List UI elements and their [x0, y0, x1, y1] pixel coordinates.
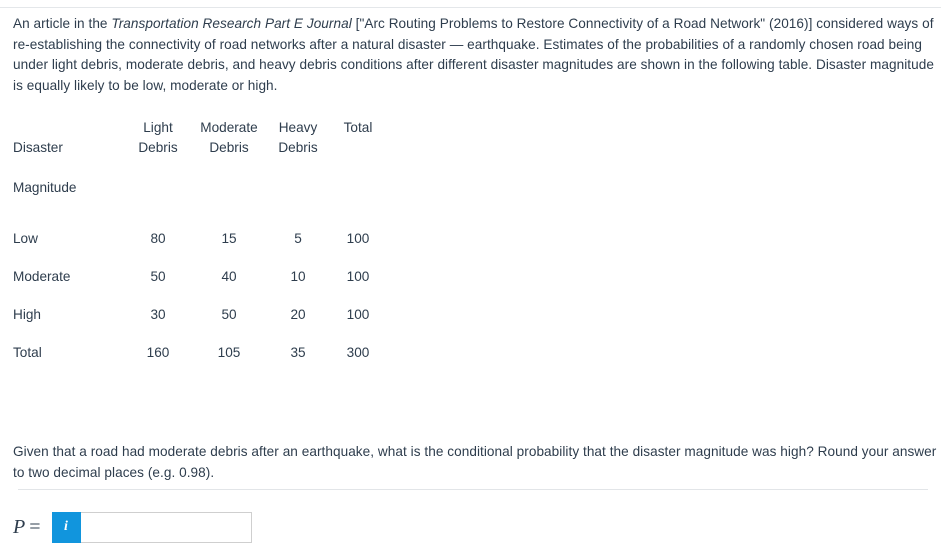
column-header-line2: Debris	[209, 140, 249, 155]
row-label: Total	[13, 345, 42, 360]
cell-heavy-debris: 10	[290, 269, 306, 284]
cell-moderate-debris: 15	[221, 231, 237, 246]
cell-total: 300	[346, 345, 370, 360]
column-header-disaster-magnitude: Disaster Magnitude	[13, 118, 125, 220]
question-prompt: Given that a road had moderate debris af…	[13, 444, 937, 480]
answer-row: P = i	[13, 511, 938, 543]
cell-heavy-debris: 20	[290, 307, 306, 322]
table-header-row: Disaster Magnitude Light Debris Moderate…	[13, 118, 387, 220]
intro-text-after: ["Arc Routing Problems to Restore Connec…	[13, 16, 934, 93]
column-header-moderate-debris: Moderate Debris	[191, 118, 267, 220]
cell-heavy-debris: 35	[290, 345, 306, 360]
info-icon[interactable]: i	[51, 511, 81, 543]
cell-light-debris: 160	[146, 345, 170, 360]
column-header-line1: Disaster	[13, 140, 63, 155]
probability-symbol: P	[13, 516, 26, 538]
answer-field-group: i	[51, 511, 252, 543]
column-header-line1: Heavy	[278, 120, 318, 135]
top-divider	[0, 7, 941, 8]
row-label: Low	[13, 231, 38, 246]
table-header: Disaster Magnitude Light Debris Moderate…	[13, 118, 387, 220]
table-row: Moderate 50 40 10 100	[13, 258, 387, 296]
intro-text-before: An article in the	[13, 16, 112, 31]
cell-moderate-debris: 50	[221, 307, 237, 322]
column-header-line2: Magnitude	[13, 180, 77, 195]
cell-heavy-debris: 5	[294, 231, 302, 246]
cell-light-debris: 80	[150, 231, 166, 246]
cell-moderate-debris: 105	[217, 345, 241, 360]
cell-moderate-debris: 40	[221, 269, 237, 284]
column-header-line1: Total	[343, 120, 373, 135]
column-header-light-debris: Light Debris	[125, 118, 191, 220]
cell-total: 100	[346, 231, 370, 246]
cell-total: 100	[346, 307, 370, 322]
row-label: High	[13, 307, 41, 322]
column-header-heavy-debris: Heavy Debris	[267, 118, 329, 220]
column-header-line1: Light	[143, 120, 173, 135]
intro-paragraph: An article in the Transportation Researc…	[13, 14, 938, 96]
column-header-line1: Moderate	[200, 120, 258, 135]
table-row: High 30 50 20 100	[13, 296, 387, 334]
row-label: Moderate	[13, 269, 71, 284]
table-body: Low 80 15 5 100 Moderate 50 40 10 100 Hi…	[13, 220, 387, 372]
cell-total: 100	[346, 269, 370, 284]
cell-light-debris: 30	[150, 307, 166, 322]
cell-light-debris: 50	[150, 269, 166, 284]
table-row: Total 160 105 35 300	[13, 334, 387, 372]
table-row: Low 80 15 5 100	[13, 220, 387, 258]
column-header-total: Total	[329, 118, 387, 220]
equals-symbol: =	[29, 516, 41, 538]
bottom-divider	[18, 489, 928, 490]
answer-input[interactable]	[80, 511, 252, 543]
contingency-table: Disaster Magnitude Light Debris Moderate…	[13, 118, 387, 372]
column-header-line2: Debris	[278, 140, 318, 155]
column-header-line2: Debris	[138, 140, 178, 155]
journal-title: Transportation Research Part E Journal	[111, 16, 352, 31]
question-page: An article in the Transportation Researc…	[0, 7, 941, 543]
question-content: An article in the Transportation Researc…	[13, 14, 938, 543]
